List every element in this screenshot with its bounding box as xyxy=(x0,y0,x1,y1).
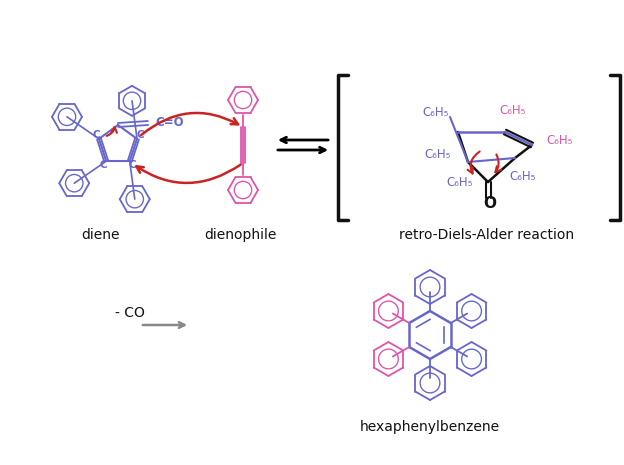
Text: C₆H₅: C₆H₅ xyxy=(447,175,473,188)
FancyArrowPatch shape xyxy=(467,152,480,173)
Text: O: O xyxy=(484,195,497,211)
FancyArrowPatch shape xyxy=(141,113,238,135)
Text: C: C xyxy=(92,130,100,140)
Text: C: C xyxy=(99,160,107,170)
Text: C: C xyxy=(129,160,137,170)
Text: C₆H₅: C₆H₅ xyxy=(500,104,526,117)
Text: C₆H₅: C₆H₅ xyxy=(425,147,451,160)
Text: hexaphenylbenzene: hexaphenylbenzene xyxy=(360,420,500,434)
Text: C: C xyxy=(136,130,144,140)
Text: C₆H₅: C₆H₅ xyxy=(547,133,573,146)
FancyArrowPatch shape xyxy=(107,127,117,136)
Text: retro-Diels-Alder reaction: retro-Diels-Alder reaction xyxy=(399,228,575,242)
Text: diene: diene xyxy=(80,228,119,242)
FancyArrowPatch shape xyxy=(495,154,501,172)
Text: C=O: C=O xyxy=(155,117,183,129)
Text: C₆H₅: C₆H₅ xyxy=(510,170,536,182)
FancyArrowPatch shape xyxy=(137,165,241,183)
Text: C₆H₅: C₆H₅ xyxy=(423,106,449,119)
Text: - CO: - CO xyxy=(115,306,145,320)
Text: dienophile: dienophile xyxy=(204,228,276,242)
